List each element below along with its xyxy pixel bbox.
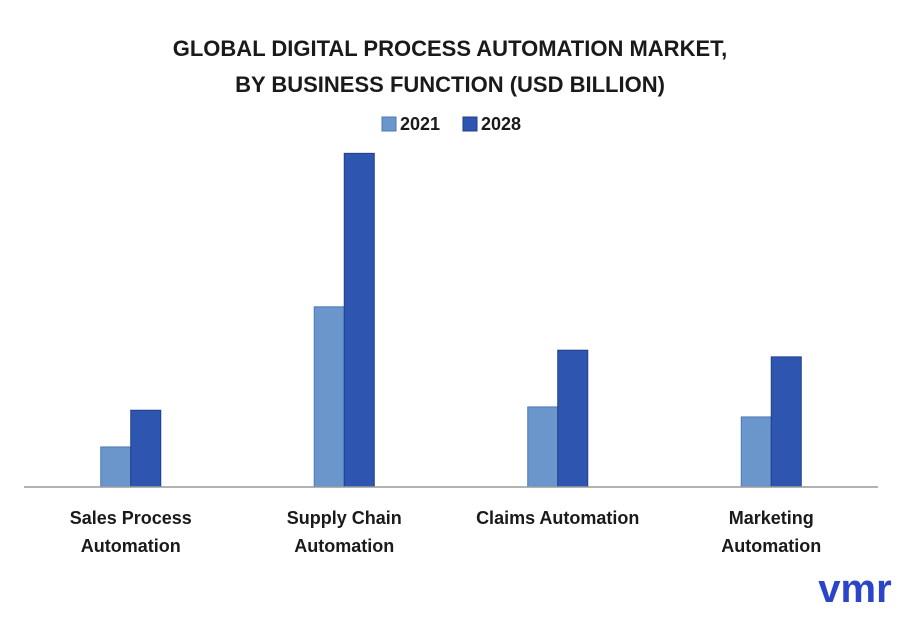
category-labels: Sales Process Automation Supply Chain Autom… xyxy=(70,508,822,556)
legend-swatch-2021 xyxy=(381,116,397,132)
category-label-2: Claims Automation xyxy=(476,508,639,528)
category-label-2-line-0: Claims Automation xyxy=(476,508,639,528)
category-label-1-line-0: Supply Chain xyxy=(287,508,402,528)
logo-text: vmr xyxy=(818,567,891,611)
chart-title-line-2: BY BUSINESS FUNCTION (USD BILLION) xyxy=(235,72,665,97)
legend-label-2021: 2021 xyxy=(400,114,440,134)
bars-group xyxy=(100,152,802,488)
vmr-logo: vmr xyxy=(818,567,891,611)
legend: 2021 2028 xyxy=(381,114,521,134)
bar-2028-3 xyxy=(770,356,802,488)
bar-2021-2 xyxy=(527,406,559,488)
category-label-0-line-0: Sales Process xyxy=(70,508,192,528)
category-label-3-line-1: Automation xyxy=(721,536,821,556)
category-label-3-line-0: Marketing xyxy=(729,508,814,528)
category-label-0: Sales Process Automation xyxy=(70,508,192,556)
bar-2028-2 xyxy=(557,349,589,488)
category-label-0-line-1: Automation xyxy=(81,536,181,556)
bar-2021-0 xyxy=(100,446,132,488)
bar-2028-0 xyxy=(130,409,162,488)
category-label-1: Supply Chain Automation xyxy=(287,508,402,556)
legend-swatch-2028 xyxy=(462,116,478,132)
bar-2021-1 xyxy=(313,306,345,488)
bar-2021-3 xyxy=(740,416,772,488)
category-label-3: Marketing Automation xyxy=(721,508,821,556)
bar-2028-1 xyxy=(343,152,375,488)
category-label-1-line-1: Automation xyxy=(294,536,394,556)
legend-label-2028: 2028 xyxy=(481,114,521,134)
chart-title-line-1: GLOBAL DIGITAL PROCESS AUTOMATION MARKET… xyxy=(173,36,728,61)
